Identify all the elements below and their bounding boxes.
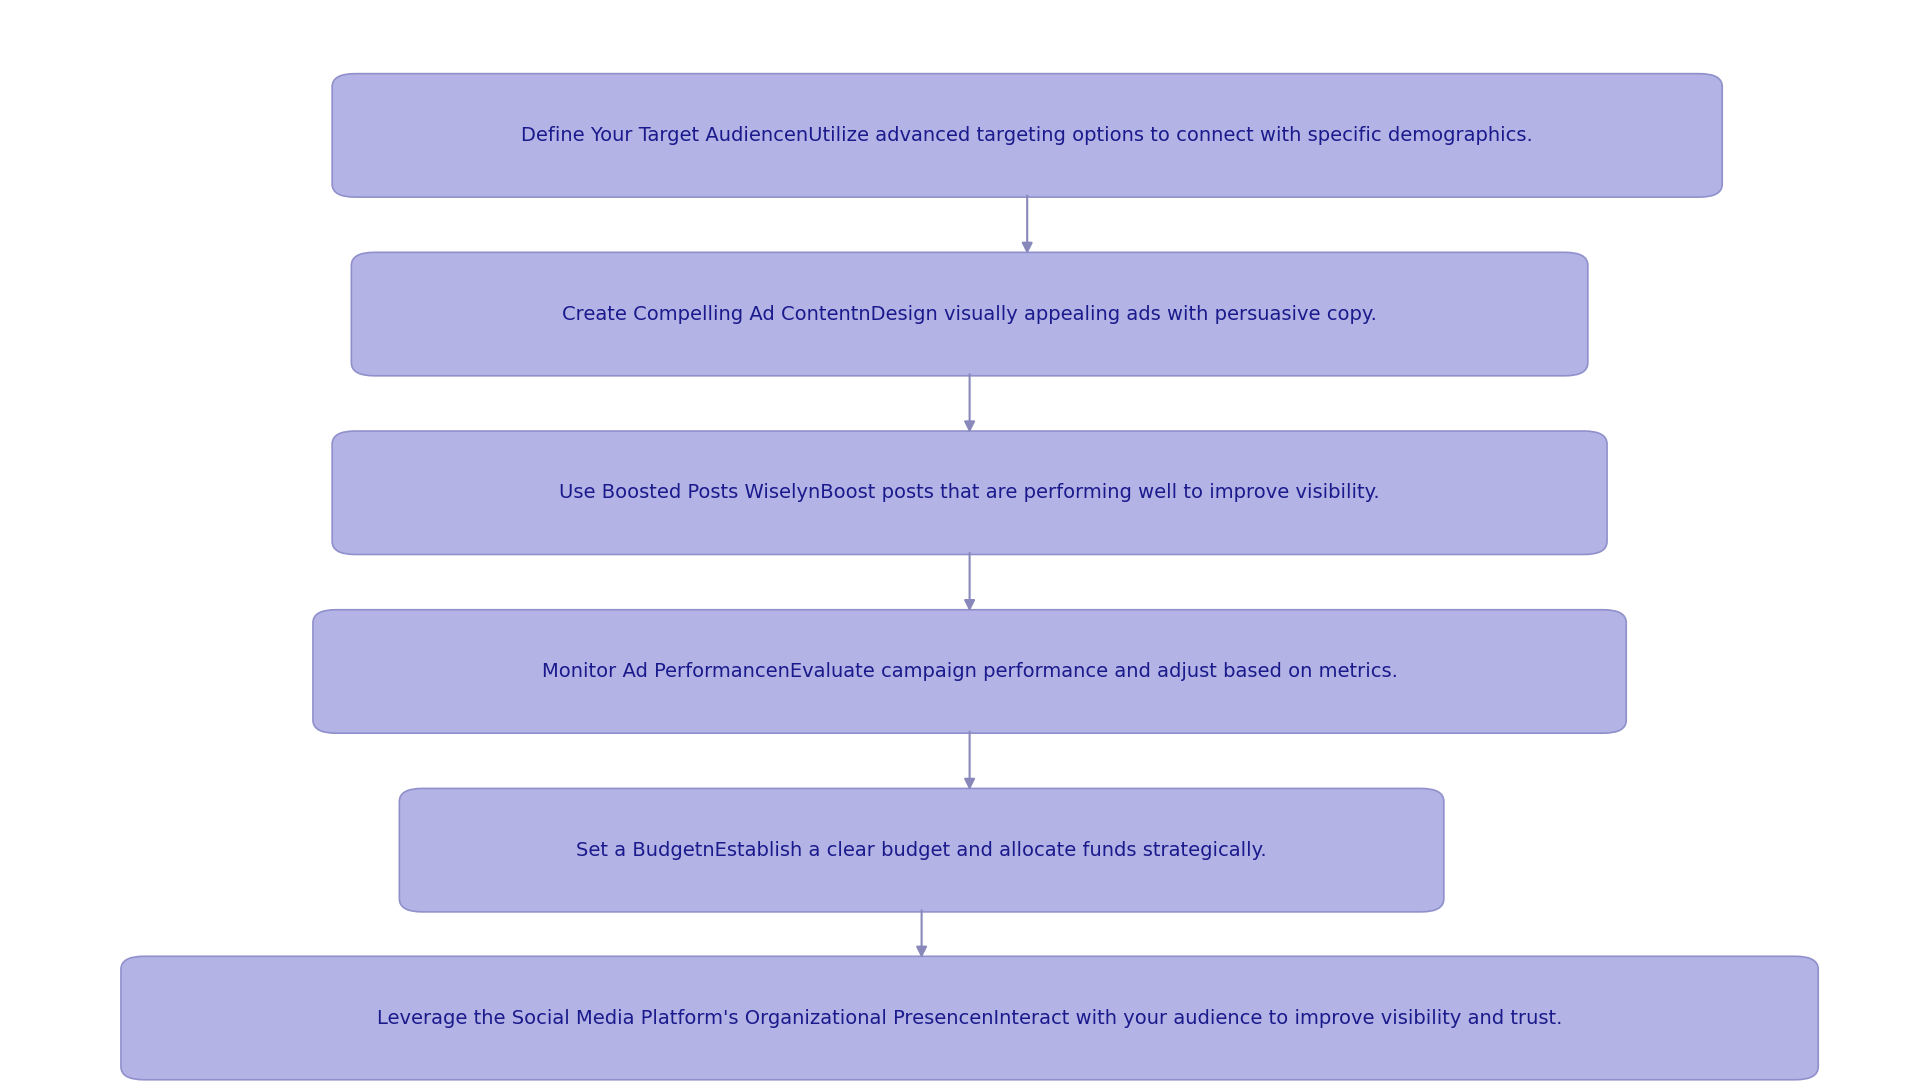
Text: Create Compelling Ad ContentnDesign visually appealing ads with persuasive copy.: Create Compelling Ad ContentnDesign visu… bbox=[563, 304, 1377, 324]
FancyBboxPatch shape bbox=[332, 74, 1722, 197]
FancyBboxPatch shape bbox=[332, 431, 1607, 554]
Text: Define Your Target AudiencenUtilize advanced targeting options to connect with s: Define Your Target AudiencenUtilize adva… bbox=[522, 126, 1532, 145]
Text: Monitor Ad PerformancenEvaluate campaign performance and adjust based on metrics: Monitor Ad PerformancenEvaluate campaign… bbox=[541, 662, 1398, 681]
Text: Leverage the Social Media Platform's Organizational PresencenInteract with your : Leverage the Social Media Platform's Org… bbox=[376, 1008, 1563, 1028]
Text: Use Boosted Posts WiselynBoost posts that are performing well to improve visibil: Use Boosted Posts WiselynBoost posts tha… bbox=[559, 483, 1380, 503]
FancyBboxPatch shape bbox=[313, 610, 1626, 733]
Text: Set a BudgetnEstablish a clear budget and allocate funds strategically.: Set a BudgetnEstablish a clear budget an… bbox=[576, 840, 1267, 860]
FancyBboxPatch shape bbox=[399, 788, 1444, 912]
FancyBboxPatch shape bbox=[351, 252, 1588, 376]
FancyBboxPatch shape bbox=[121, 956, 1818, 1080]
